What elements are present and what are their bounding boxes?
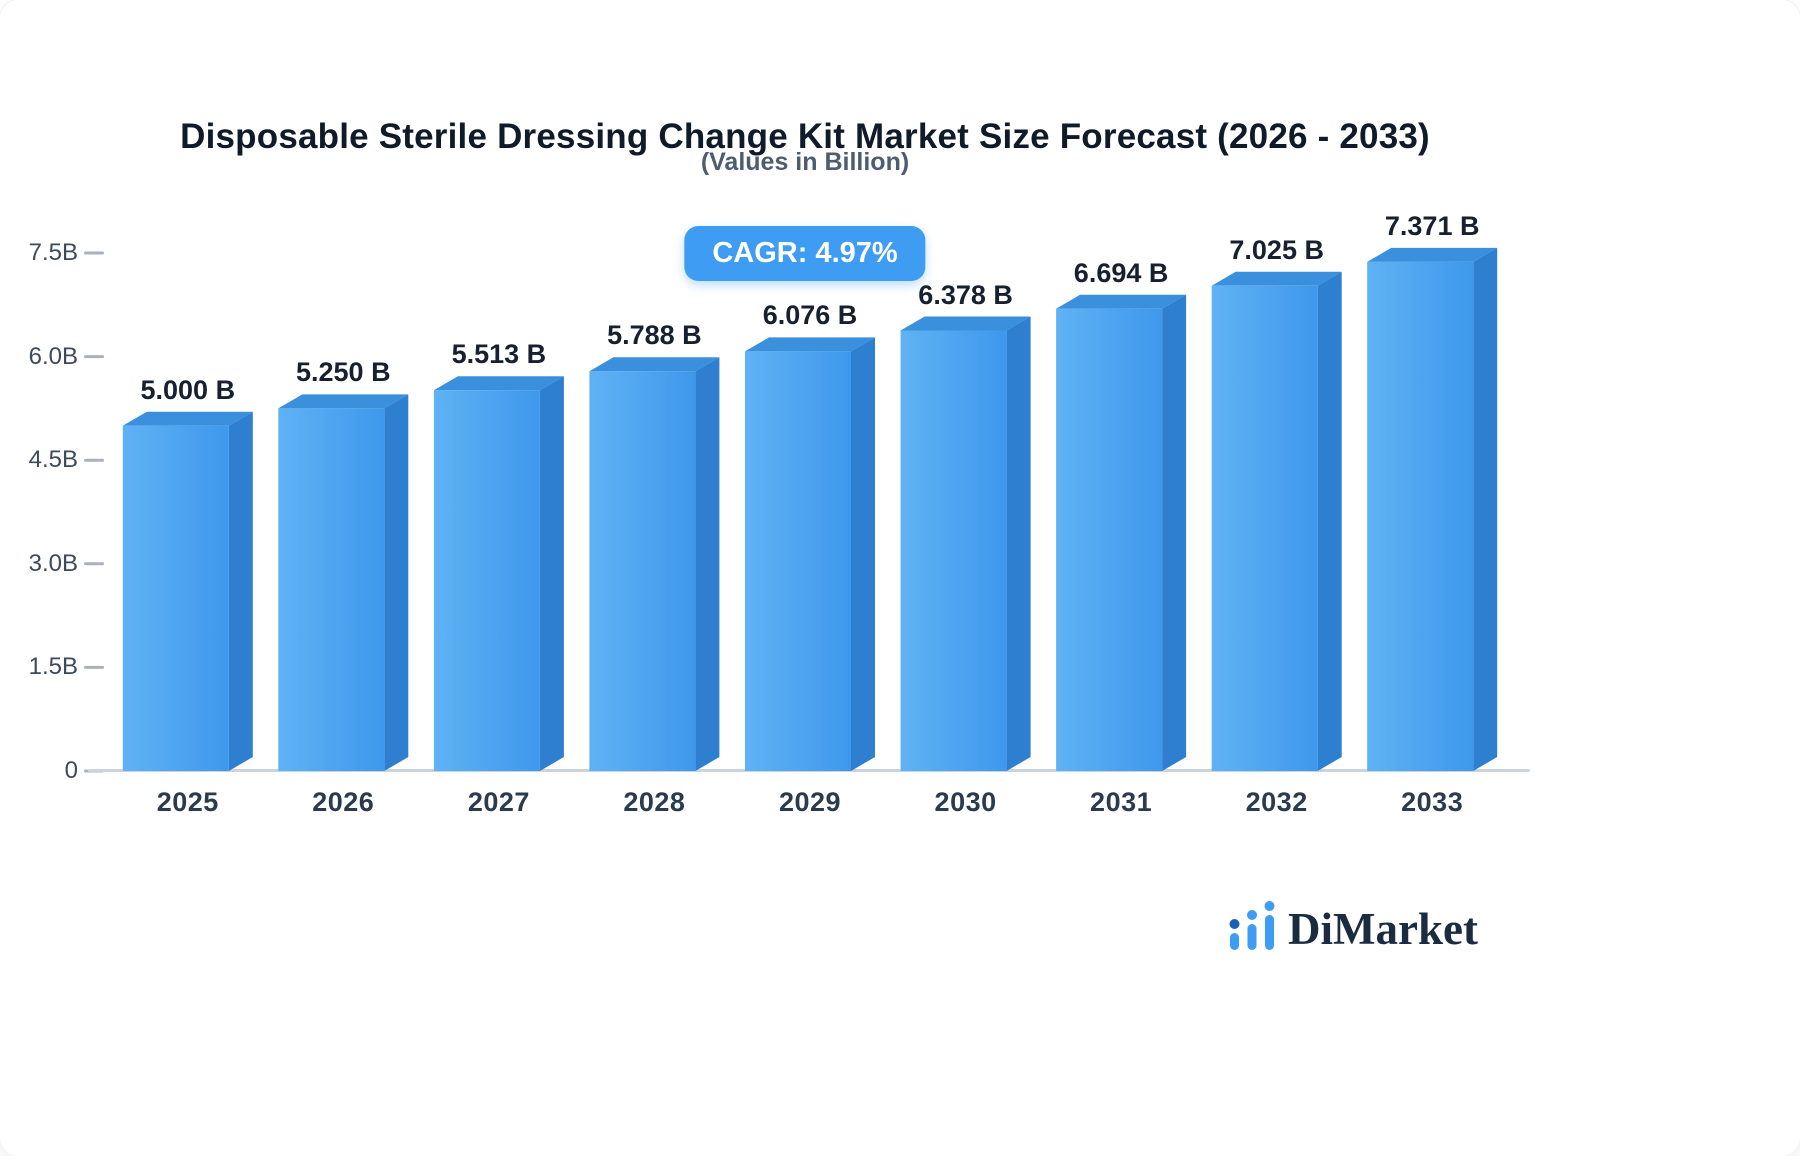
bar-2028 [589, 357, 720, 771]
bar-side-face [384, 394, 409, 771]
bar-top-face [900, 316, 1031, 331]
x-axis-label: 2028 [623, 787, 686, 817]
chart-subtitle: (Values in Billion) [700, 148, 910, 176]
y-axis-tick [84, 355, 104, 359]
x-axis-label: 2032 [1245, 787, 1308, 817]
cagr-badge: CAGR: 4.97% [684, 226, 926, 281]
bar-front-face [1211, 285, 1318, 771]
bar-side-face [228, 411, 253, 771]
x-axis-label: 2031 [1090, 787, 1153, 817]
y-axis-label: 0 [64, 757, 78, 784]
x-axis-label: 2025 [156, 787, 219, 817]
dimarket-logo-text: DiMarket [1288, 903, 1478, 954]
bar-value-label: 5.788 B [607, 320, 702, 351]
bar-2026 [278, 394, 409, 771]
bar-side-face [1317, 271, 1342, 771]
x-axis-label: 2029 [778, 787, 842, 817]
bar-side-face [695, 357, 720, 771]
bar-side-face [851, 337, 875, 771]
bar-front-face [589, 371, 696, 771]
bar-value-label: 7.025 B [1229, 234, 1324, 265]
bar-top-face [1211, 271, 1342, 286]
bar-value-label: 6.378 B [918, 279, 1013, 310]
chart-title: Disposable Sterile Dressing Change Kit M… [180, 117, 1430, 157]
bar-2031 [1056, 294, 1187, 771]
bar-top-face [1056, 294, 1187, 309]
y-axis-label: 1.5B [28, 653, 78, 681]
bar-chart-dots-icon [1228, 900, 1276, 957]
x-axis-label: 2026 [312, 787, 375, 817]
bar-front-face [278, 408, 385, 771]
bar-value-label: 5.250 B [296, 357, 391, 388]
bar-value-label: 7.371 B [1384, 210, 1480, 241]
y-axis-tick [84, 665, 104, 669]
y-axis-label: 4.5B [28, 446, 78, 474]
y-axis-label: 6.0B [28, 342, 78, 370]
bar-front-face [433, 390, 540, 771]
y-axis-tick [84, 251, 104, 255]
bar-2030 [900, 316, 1031, 771]
bar-2029 [745, 337, 875, 771]
bar-2033 [1367, 247, 1498, 771]
bar-side-face [1006, 316, 1031, 771]
y-axis-tick [84, 562, 104, 566]
bar-side-face [1473, 247, 1498, 771]
y-axis-label: 3.0B [28, 549, 78, 577]
bar-top-face [745, 337, 875, 352]
bar-top-face [1367, 247, 1498, 262]
bar-value-label: 5.513 B [451, 339, 547, 370]
bar-side-face [1162, 294, 1187, 771]
bar-front-face [122, 425, 229, 771]
bar-2032 [1211, 271, 1342, 771]
bar-front-face [1367, 261, 1474, 771]
bar-front-face [1056, 308, 1163, 771]
bar-2025 [122, 411, 253, 771]
x-axis-label: 2027 [467, 787, 530, 817]
bar-side-face [539, 376, 564, 771]
bar-value-label: 5.000 B [140, 374, 236, 405]
x-axis-label: 2030 [934, 787, 997, 817]
y-axis-label: 7.5B [28, 239, 78, 266]
dimarket-logo: DiMarket [1228, 900, 1478, 957]
bar-top-face [278, 394, 409, 409]
bar-top-face [589, 357, 720, 372]
bar-2027 [433, 376, 564, 771]
bar-top-face [433, 376, 564, 391]
bar-front-face [745, 351, 851, 771]
bar-front-face [900, 330, 1007, 771]
x-axis-label: 2033 [1401, 787, 1464, 817]
bar-top-face [122, 411, 253, 426]
y-axis-tick [84, 458, 104, 462]
bar-value-label: 6.694 B [1073, 257, 1169, 288]
bar-value-label: 6.076 B [762, 300, 858, 331]
